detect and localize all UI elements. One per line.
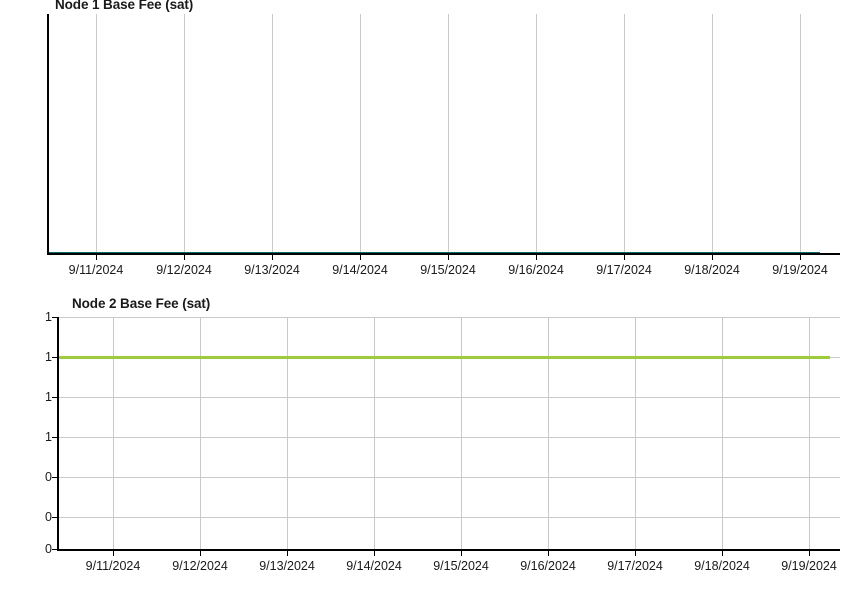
y-tick (52, 357, 57, 358)
gridline-vertical (200, 317, 201, 549)
x-tick-label: 9/17/2024 (596, 263, 652, 277)
x-tick-label: 9/15/2024 (420, 263, 476, 277)
x-tick (184, 255, 185, 260)
x-tick-label: 9/19/2024 (781, 559, 837, 573)
x-tick (722, 551, 723, 556)
x-tick-label: 9/18/2024 (684, 263, 740, 277)
x-tick (360, 255, 361, 260)
x-axis-node-1 (47, 253, 840, 255)
gridline-vertical (374, 317, 375, 549)
y-tick (52, 317, 57, 318)
x-tick-label: 9/13/2024 (244, 263, 300, 277)
x-tick (712, 255, 713, 260)
x-tick-label: 9/16/2024 (508, 263, 564, 277)
x-tick-label: 9/17/2024 (607, 559, 663, 573)
chart-panel-node-2: Node 2 Base Fee (sat) (0, 295, 860, 600)
y-tick-label: 1 (45, 310, 52, 324)
gridline-vertical (624, 14, 625, 254)
x-tick-label: 9/11/2024 (85, 559, 141, 573)
gridline-horizontal (58, 397, 840, 398)
y-tick-label: 1 (45, 430, 52, 444)
plot-area-node-1 (48, 14, 840, 254)
x-tick (200, 551, 201, 556)
gridline-vertical (272, 14, 273, 254)
gridline-vertical (548, 317, 549, 549)
x-tick-label: 9/19/2024 (772, 263, 828, 277)
x-tick-label: 9/12/2024 (172, 559, 228, 573)
x-tick (548, 551, 549, 556)
y-tick-label: 0 (45, 542, 52, 556)
x-tick-label: 9/12/2024 (156, 263, 212, 277)
x-tick (448, 255, 449, 260)
x-tick (287, 551, 288, 556)
x-tick (96, 255, 97, 260)
x-tick (536, 255, 537, 260)
y-tick (52, 477, 57, 478)
x-tick (461, 551, 462, 556)
x-axis-node-2 (57, 549, 840, 551)
x-tick (635, 551, 636, 556)
y-tick (52, 549, 57, 550)
chart-title-node-1: Node 1 Base Fee (sat) (55, 0, 194, 12)
x-tick-label: 9/16/2024 (520, 559, 576, 573)
x-tick-label: 9/14/2024 (346, 559, 402, 573)
gridline-vertical (113, 317, 114, 549)
gridline-vertical (800, 14, 801, 254)
gridline-vertical (712, 14, 713, 254)
gridline-vertical (96, 14, 97, 254)
gridline-vertical (635, 317, 636, 549)
series-line-node-2 (58, 356, 830, 359)
y-tick (52, 397, 57, 398)
x-tick-label: 9/14/2024 (332, 263, 388, 277)
plot-area-node-2 (58, 317, 840, 549)
chart-panel-node-1: Node 1 Base Fee (sat) (0, 0, 860, 290)
gridline-horizontal (58, 517, 840, 518)
y-axis-node-2 (57, 317, 59, 550)
x-tick (809, 551, 810, 556)
gridline-vertical (360, 14, 361, 254)
x-tick (272, 255, 273, 260)
y-tick-label: 1 (45, 350, 52, 364)
y-tick-label: 0 (45, 470, 52, 484)
chart-title-node-2: Node 2 Base Fee (sat) (72, 296, 211, 311)
x-tick-label: 9/15/2024 (433, 559, 489, 573)
gridline-horizontal (58, 317, 840, 318)
x-tick-label: 9/18/2024 (694, 559, 750, 573)
gridline-vertical (448, 14, 449, 254)
gridline-horizontal (58, 437, 840, 438)
x-tick-label: 9/13/2024 (259, 559, 315, 573)
y-tick (52, 517, 57, 518)
y-tick-label: 0 (45, 510, 52, 524)
x-tick (113, 551, 114, 556)
gridline-vertical (722, 317, 723, 549)
gridline-vertical (461, 317, 462, 549)
gridline-horizontal (58, 477, 840, 478)
x-tick (624, 255, 625, 260)
x-tick-label: 9/11/2024 (68, 263, 124, 277)
gridline-vertical (184, 14, 185, 254)
gridline-vertical (809, 317, 810, 549)
gridline-vertical (287, 317, 288, 549)
y-tick (52, 437, 57, 438)
x-tick (800, 255, 801, 260)
x-tick (374, 551, 375, 556)
gridline-vertical (536, 14, 537, 254)
y-axis-node-1 (47, 14, 49, 254)
y-tick-label: 1 (45, 390, 52, 404)
